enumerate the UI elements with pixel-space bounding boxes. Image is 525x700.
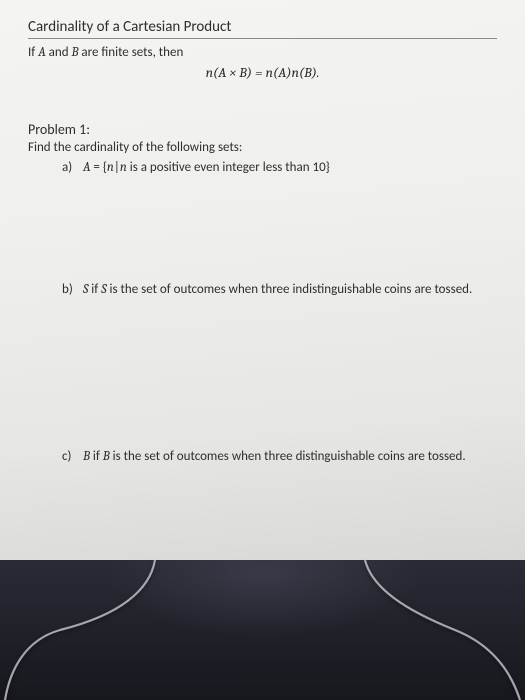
part-a-eq: = { [90,160,106,175]
part-a-rest: is a positive even integer less than 10} [127,160,330,175]
part-c-if: if [90,449,103,464]
title-rule [28,38,497,39]
premise-var-a: A [38,45,46,60]
section-title: Cardinality of a Cartesian Product [28,18,497,38]
part-c-label: c) [62,448,80,466]
problem-label: Problem 1: [28,121,497,138]
problem-prompt: Find the cardinality of the following se… [28,140,497,155]
premise-suffix: are finite sets, then [78,45,183,60]
workspace-b [28,298,497,448]
part-b-label: b) [62,281,80,299]
premise-mid: and [46,45,72,60]
workspace-a [28,177,497,281]
part-b-if: if [88,282,101,297]
desk-surface [0,560,525,700]
worksheet-paper: Cardinality of a Cartesian Product If A … [0,0,525,560]
formula: n(A × B) = n(A)n(B). [28,64,497,81]
part-c-rest: is the set of outcomes when three distin… [110,449,466,464]
part-c-var2: B [103,449,110,464]
part-a-label: a) [62,159,80,177]
cable-right [0,560,525,700]
part-a-condvar2: n [120,160,127,175]
part-c-var: B [83,449,90,464]
premise-line: If A and B are finite sets, then [28,45,497,60]
part-c: c) B if B is the set of outcomes when th… [28,448,497,466]
photo-frame: Cardinality of a Cartesian Product If A … [0,0,525,700]
part-b: b) S if S is the set of outcomes when th… [28,281,497,299]
premise-prefix: If [28,45,38,60]
part-a: a) A = {n|n is a positive even integer l… [28,159,497,177]
part-a-condvar: n [107,160,114,175]
part-b-rest: is the set of outcomes when three indist… [107,282,473,297]
